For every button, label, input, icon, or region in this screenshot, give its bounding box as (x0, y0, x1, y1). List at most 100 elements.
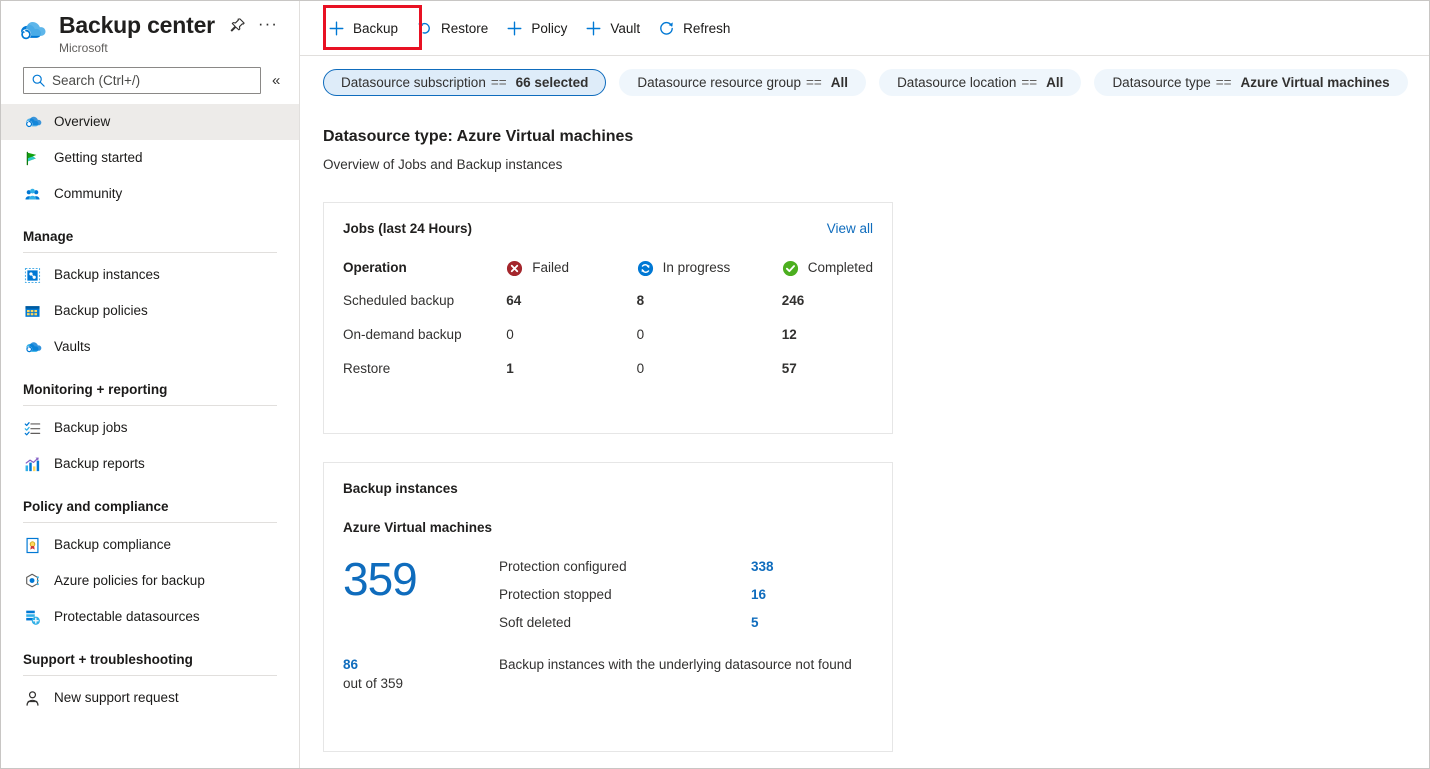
table-row: Restore 1 0 57 (343, 352, 873, 386)
filter-operator: == (490, 75, 507, 90)
sidebar-group-support: Support + troubleshooting (1, 651, 299, 676)
instances-total-count[interactable]: 359 (343, 553, 418, 605)
refresh-button[interactable]: Refresh (651, 12, 741, 44)
search-icon (31, 73, 46, 88)
filter-pill-datasource-resource-group[interactable]: Datasource resource group == All (619, 69, 867, 96)
column-header-operation: Operation (343, 260, 407, 275)
ellipsis-icon[interactable]: ··· (257, 14, 278, 33)
filter-operator: == (1021, 75, 1038, 90)
restore-button[interactable]: Restore (409, 12, 499, 44)
policy-button[interactable]: Policy (499, 12, 578, 44)
cell-completed[interactable]: 12 (781, 327, 797, 342)
cell-failed[interactable]: 64 (506, 293, 522, 308)
sidebar-item-label: Backup instances (54, 267, 160, 282)
cell-completed[interactable]: 57 (781, 361, 797, 376)
chevron-double-left-icon[interactable]: « (272, 72, 281, 89)
cell-failed[interactable]: 1 (506, 361, 514, 376)
sidebar-item-label: Getting started (54, 150, 143, 165)
sidebar-item-backup-instances[interactable]: Backup instances (1, 257, 299, 293)
sidebar-group-monitoring: Monitoring + reporting (1, 381, 299, 406)
sidebar-item-backup-policies[interactable]: Backup policies (1, 293, 299, 329)
instances-row-label: Protection stopped (499, 587, 612, 602)
jobs-card-header: Jobs (last 24 Hours) View all (343, 220, 873, 238)
cell-operation: Restore (343, 361, 391, 376)
filter-pill-datasource-type[interactable]: Datasource type == Azure Virtual machine… (1094, 69, 1408, 96)
column-header-failed: Failed (506, 258, 636, 284)
sidebar-item-protectable-datasources[interactable]: Protectable datasources (1, 599, 299, 635)
sidebar-header: Backup center Microsoft ··· (1, 1, 299, 59)
cell-completed[interactable]: 246 (781, 293, 805, 308)
instances-row-value[interactable]: 338 (751, 559, 774, 574)
backup-policies-icon (23, 302, 42, 321)
list-item: Protection configured 338 (499, 558, 873, 586)
datasource-not-found-row: 86 out of 359 Backup instances with the … (343, 655, 873, 705)
sidebar-item-backup-compliance[interactable]: Backup compliance (1, 527, 299, 563)
sidebar-item-overview[interactable]: Overview (1, 104, 299, 140)
sidebar-item-label: Overview (54, 114, 111, 129)
command-toolbar: Backup Restore Policy (300, 1, 1429, 56)
column-header-label: Failed (532, 260, 570, 275)
sidebar-item-label: Community (54, 186, 123, 201)
toolbar-button-label: Refresh (683, 20, 731, 36)
plus-icon (326, 18, 346, 38)
backup-cloud-icon (23, 113, 42, 132)
column-header-in-progress: In progress (637, 258, 782, 284)
sidebar-item-label: Backup policies (54, 303, 148, 318)
sidebar-item-label: Backup reports (54, 456, 145, 471)
sidebar-item-label: Backup jobs (54, 420, 128, 435)
in-progress-circle-icon (637, 260, 654, 277)
filter-field: Datasource subscription (341, 75, 486, 90)
search-row: Search (Ctrl+/) « (1, 59, 299, 104)
pin-icon[interactable] (229, 17, 246, 37)
not-found-out-of: out of 359 (343, 676, 404, 691)
datasource-icon (23, 608, 42, 627)
backup-button[interactable]: Backup (321, 12, 409, 44)
sidebar-item-getting-started[interactable]: Getting started (1, 140, 299, 176)
sidebar-item-backup-reports[interactable]: Backup reports (1, 446, 299, 482)
main-content: Backup Restore Policy (300, 1, 1429, 768)
divider (23, 675, 277, 676)
restore-undo-icon (414, 18, 434, 38)
filter-pill-datasource-location[interactable]: Datasource location == All (879, 69, 1082, 96)
sidebar-item-community[interactable]: Community (1, 176, 299, 212)
checklist-icon (23, 419, 42, 438)
sidebar: Backup center Microsoft ··· Search (Ctrl… (1, 1, 300, 768)
filter-value: Azure Virtual machines (1240, 75, 1390, 90)
vault-button[interactable]: Vault (578, 12, 651, 44)
instances-row-value[interactable]: 5 (751, 615, 759, 630)
sidebar-item-azure-policies-for-backup[interactable]: Azure policies for backup (1, 563, 299, 599)
flag-icon (23, 149, 42, 168)
sidebar-item-label: Azure policies for backup (54, 573, 205, 588)
sidebar-group-title: Manage (23, 229, 74, 244)
not-found-count[interactable]: 86 (343, 657, 359, 672)
filter-pill-datasource-subscription[interactable]: Datasource subscription == 66 selected (323, 69, 607, 96)
sidebar-item-label: New support request (54, 690, 179, 705)
divider (23, 252, 277, 253)
list-item: Soft deleted 5 (499, 614, 873, 642)
backup-instances-card: Backup instances Azure Virtual machines … (323, 462, 893, 752)
divider (23, 405, 277, 406)
backup-instances-icon (23, 266, 42, 285)
cell-operation: On-demand backup (343, 327, 462, 342)
sidebar-group-manage: Manage (1, 228, 299, 253)
search-input[interactable]: Search (Ctrl+/) (23, 67, 261, 94)
cell-in-progress[interactable]: 8 (636, 293, 645, 308)
vault-cloud-icon (23, 338, 42, 357)
search-placeholder: Search (Ctrl+/) (52, 72, 141, 88)
cell-in-progress: 0 (636, 327, 645, 342)
divider (23, 522, 277, 523)
brand-subtitle: Microsoft (59, 41, 108, 55)
instances-row-value[interactable]: 16 (751, 587, 767, 602)
sidebar-item-backup-jobs[interactable]: Backup jobs (1, 410, 299, 446)
toolbar-button-label: Backup (353, 20, 399, 36)
plus-icon (583, 18, 603, 38)
instances-card-title: Backup instances (343, 481, 458, 496)
filter-value: 66 selected (515, 75, 589, 90)
filter-field: Datasource location (897, 75, 1017, 90)
success-circle-icon (782, 260, 799, 277)
sidebar-item-vaults[interactable]: Vaults (1, 329, 299, 365)
jobs-view-all-link[interactable]: View all (826, 221, 873, 236)
sidebar-item-new-support-request[interactable]: New support request (1, 680, 299, 716)
instances-breakdown: Protection configured 338 Protection sto… (499, 552, 873, 642)
